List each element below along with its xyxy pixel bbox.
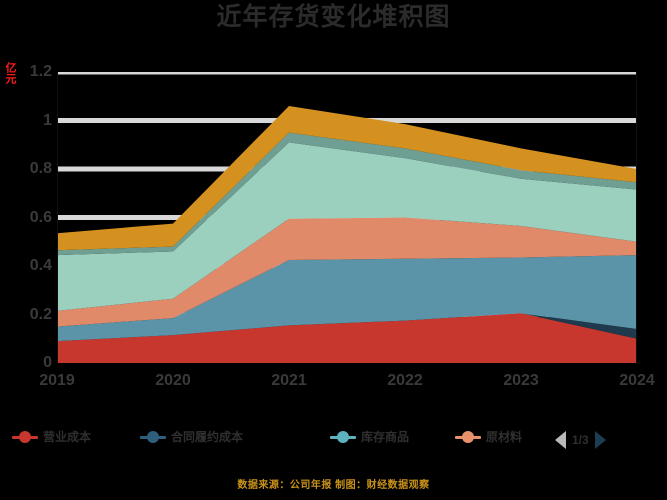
area-series — [57, 255, 637, 342]
area-series — [57, 313, 637, 363]
legend-item[interactable]: 库存商品 — [330, 428, 409, 445]
triangle-right-icon[interactable] — [594, 431, 606, 449]
legend-marker-icon — [455, 430, 481, 443]
y-axis-tick-label: 0.4 — [29, 257, 52, 274]
legend-marker-icon — [330, 430, 356, 443]
x-axis-tick-labels: 2019 2020 2021 2022 2023 2024 — [0, 372, 667, 398]
stacked-area-plot — [57, 72, 637, 363]
x-axis-tick-label: 2022 — [387, 372, 423, 389]
y-axis-tick-label: 0.2 — [29, 305, 52, 323]
chart-legend: 营业成本 合同履约成本 库存商品 原材料 — [0, 428, 667, 458]
legend-pagination[interactable]: 1/3 — [555, 431, 606, 449]
y-axis-tick-label: 0 — [43, 354, 52, 371]
area-series — [57, 217, 637, 327]
page-title: 近年存货变化堆积图 — [216, 3, 451, 31]
pagination-text: 1/3 — [572, 433, 589, 447]
legend-label: 营业成本 — [43, 430, 92, 444]
legend-marker-icon — [140, 430, 166, 443]
x-axis-tick-label: 2021 — [271, 372, 307, 389]
legend-item[interactable]: 原材料 — [455, 428, 522, 445]
legend-label: 合同履约成本 — [171, 430, 244, 444]
area-chart-svg — [57, 72, 637, 363]
area-series — [57, 105, 637, 251]
legend-label: 原材料 — [486, 430, 523, 444]
y-axis-tick-label: 0.8 — [29, 160, 52, 177]
watermark-text: 数据来源：公司年报 制图：财经数据观察 — [237, 480, 430, 491]
x-axis-tick-label: 2019 — [39, 372, 75, 389]
x-axis-tick-label: 2023 — [503, 372, 539, 389]
y-axis-tick-label: 0.6 — [29, 208, 52, 226]
triangle-left-icon[interactable] — [555, 431, 566, 449]
y-axis-tick-label: 1.2 — [29, 63, 52, 80]
x-axis-tick-label: 2024 — [619, 372, 655, 389]
legend-marker-icon — [12, 430, 38, 443]
area-series — [57, 142, 637, 311]
y-axis-tick-label: 1 — [43, 111, 52, 129]
legend-label: 库存商品 — [361, 430, 410, 444]
x-axis-tick-label: 2020 — [155, 372, 191, 389]
y-axis-tick-labels: 0 0.2 0.4 0.6 0.8 1 1.2 — [0, 63, 52, 371]
y-axis-unit-label: 亿元 — [4, 62, 16, 84]
legend-item[interactable]: 营业成本 — [12, 428, 91, 445]
legend-item[interactable]: 合同履约成本 — [140, 428, 243, 445]
